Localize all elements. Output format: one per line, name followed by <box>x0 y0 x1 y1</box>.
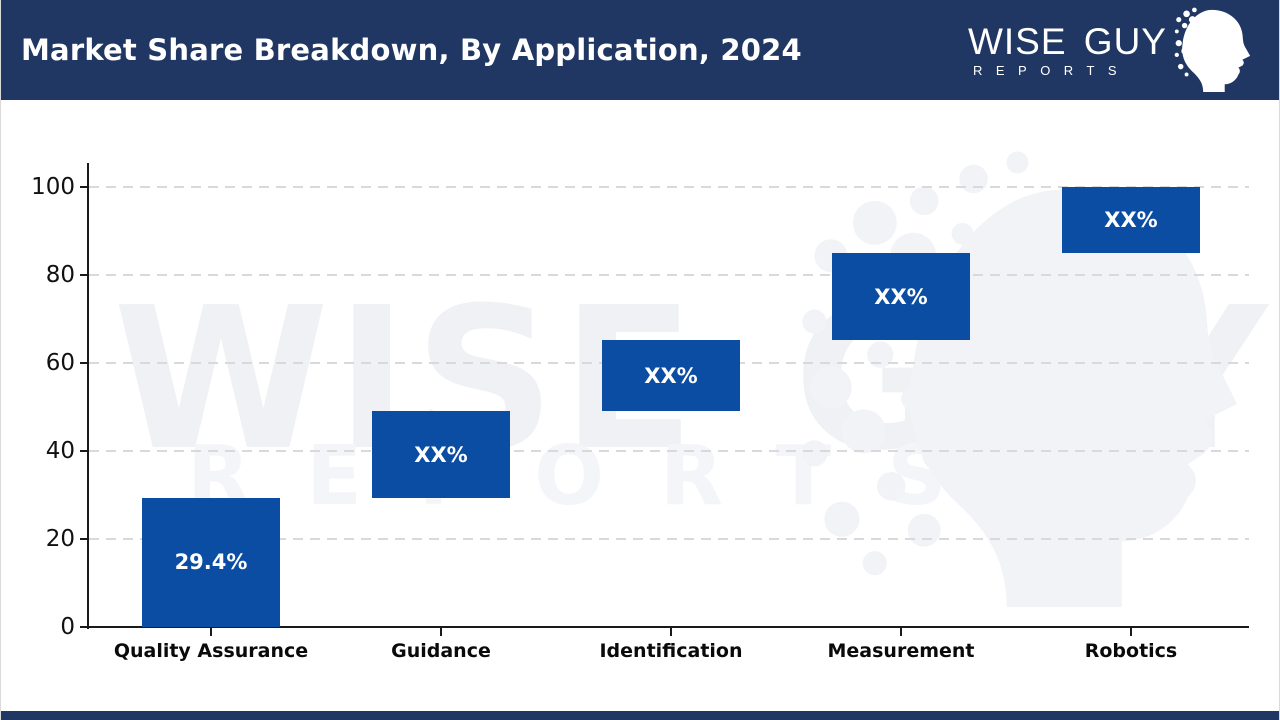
ytick-label-60: 60 <box>19 350 75 376</box>
bar-measurement-text: XX% <box>874 284 928 309</box>
bar-guidance-text: XX% <box>414 442 468 467</box>
category-label-0: Quality Assurance <box>96 640 326 662</box>
header: Market Share Breakdown, By Application, … <box>1 0 1279 100</box>
xtick-4 <box>1130 628 1132 636</box>
ytick-label-80: 80 <box>19 262 75 288</box>
gridline-y20 <box>89 538 1249 540</box>
bar-measurement: XX% <box>832 253 970 341</box>
xtick-3 <box>900 628 902 636</box>
x-axis-line <box>87 626 1249 628</box>
gridline-y80 <box>89 274 1249 276</box>
ytick-label-0-text: 0 <box>60 614 75 640</box>
bar-robotics-text: XX% <box>1104 208 1158 232</box>
category-label-2-text: Identification <box>599 640 743 662</box>
ytick-60 <box>80 362 89 364</box>
gridline-y40 <box>89 450 1249 452</box>
ytick-80 <box>80 274 89 276</box>
bar-guidance: XX% <box>372 411 510 498</box>
bar-quality-assurance: 29.4% <box>142 497 280 627</box>
bar-robotics: XX% <box>1062 187 1200 253</box>
gridline-y100 <box>89 186 1249 188</box>
logo-wordmark: WISE GUY <box>967 20 1167 62</box>
ytick-label-20-text: 20 <box>45 526 75 552</box>
ytick-label-0: 0 <box>19 614 75 640</box>
page-title: Market Share Breakdown, By Application, … <box>21 33 802 67</box>
logo-subtitle: REPORTS <box>972 62 1131 78</box>
ytick-40 <box>80 450 89 452</box>
ytick-label-60-text: 60 <box>45 350 75 376</box>
bar-identification: XX% <box>602 340 740 412</box>
ytick-label-100-text: 100 <box>31 174 75 200</box>
ytick-label-100: 100 <box>19 174 75 200</box>
ytick-20 <box>80 538 89 540</box>
ytick-label-40: 40 <box>19 438 75 464</box>
xtick-2 <box>670 628 672 636</box>
category-label-2: Identification <box>556 640 786 662</box>
ytick-label-20: 20 <box>19 526 75 552</box>
watermark-face-icon <box>801 151 1238 608</box>
category-label-1: Guidance <box>326 640 556 662</box>
category-label-3: Measurement <box>786 640 1016 662</box>
wiseguy-logo: WISE GUY REPORTS <box>968 6 1255 94</box>
ytick-label-40-text: 40 <box>45 438 75 464</box>
xtick-0 <box>210 628 212 636</box>
logo-head-icon <box>1174 7 1251 93</box>
category-label-3-text: Measurement <box>827 640 975 662</box>
ytick-0 <box>80 626 89 628</box>
category-label-4: Robotics <box>1016 640 1246 662</box>
category-label-1-text: Guidance <box>391 640 491 662</box>
footer-bar <box>1 711 1279 720</box>
category-label-0-text: Quality Assurance <box>113 640 309 662</box>
category-label-4-text: Robotics <box>1084 640 1178 662</box>
ytick-100 <box>80 186 89 188</box>
bar-quality-assurance-text: 29.4% <box>174 550 248 575</box>
y-axis-line <box>87 163 89 629</box>
xtick-1 <box>440 628 442 636</box>
ytick-label-80-text: 80 <box>45 262 75 288</box>
logo-text: WISE GUY REPORTS <box>968 23 1167 78</box>
bar-identification-text: XX% <box>644 363 698 388</box>
